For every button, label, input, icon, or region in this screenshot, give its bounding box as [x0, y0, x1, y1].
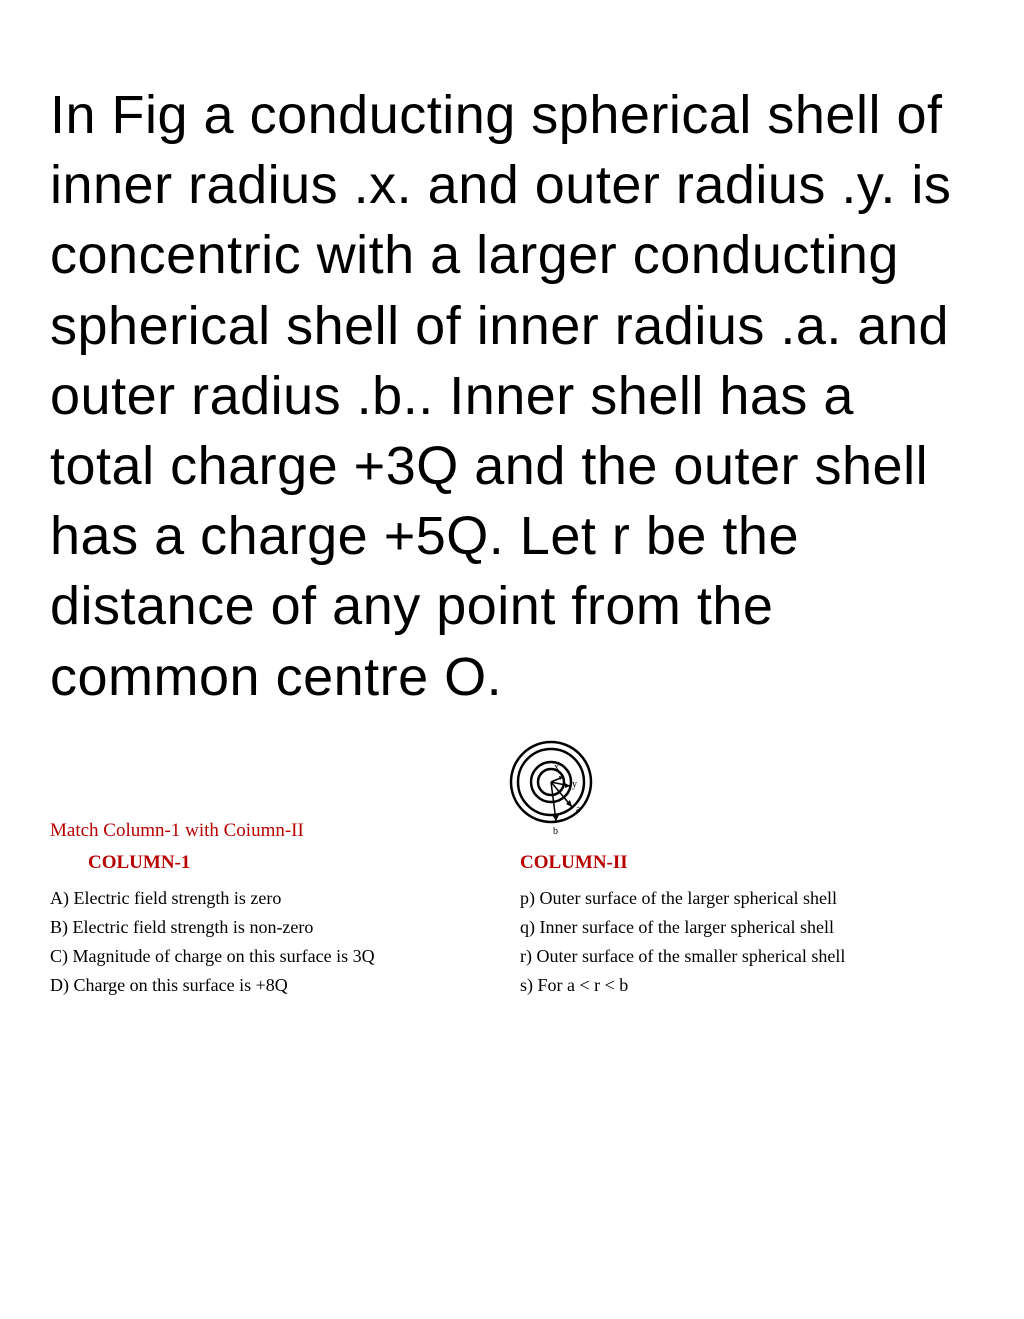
- svg-text:a: a: [576, 804, 581, 815]
- column-1-item: B) Electric field strength is non-zero: [50, 917, 460, 938]
- column-1-header: COLUMN-1: [88, 852, 460, 874]
- column-2-item: q) Inner surface of the larger spherical…: [520, 917, 845, 938]
- columns-container: COLUMN-1 A) Electric field strength is z…: [50, 852, 974, 1004]
- column-2-item: s) For a < r < b: [520, 975, 845, 996]
- column-1-item: C) Magnitude of charge on this surface i…: [50, 946, 460, 967]
- column-2: COLUMN-II p) Outer surface of the larger…: [520, 852, 845, 1004]
- match-instruction: Match Column-1 with Coiumn-II: [50, 820, 304, 842]
- question-text: In Fig a conducting spherical shell of i…: [50, 80, 974, 712]
- column-1-item: D) Charge on this surface is +8Q: [50, 975, 460, 996]
- column-2-header: COLUMN-II: [520, 852, 845, 874]
- concentric-shells-diagram: x y a b: [504, 737, 599, 842]
- column-2-item: p) Outer surface of the larger spherical…: [520, 888, 845, 909]
- column-1: COLUMN-1 A) Electric field strength is z…: [50, 852, 460, 1004]
- diagram-row: Match Column-1 with Coiumn-II x y a b: [50, 737, 974, 842]
- svg-text:y: y: [572, 779, 577, 790]
- svg-text:b: b: [553, 826, 558, 837]
- column-1-item: A) Electric field strength is zero: [50, 888, 460, 909]
- svg-text:x: x: [554, 762, 559, 773]
- column-2-item: r) Outer surface of the smaller spherica…: [520, 946, 845, 967]
